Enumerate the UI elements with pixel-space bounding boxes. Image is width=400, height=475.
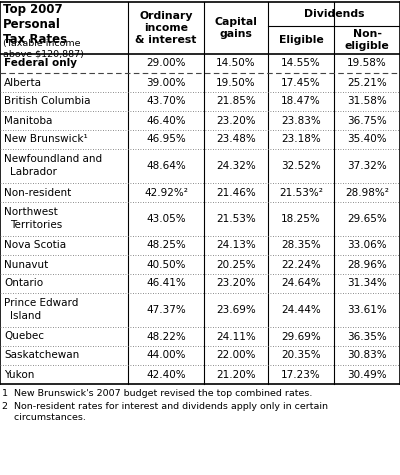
Text: 44.00%: 44.00% [146, 351, 186, 361]
Text: 23.48%: 23.48% [216, 134, 256, 144]
Text: 23.20%: 23.20% [216, 115, 256, 125]
Text: 23.83%: 23.83% [281, 115, 321, 125]
Text: 29.69%: 29.69% [281, 332, 321, 342]
Text: 32.52%: 32.52% [281, 161, 321, 171]
Text: Non-resident: Non-resident [4, 188, 71, 198]
Text: 48.25%: 48.25% [146, 240, 186, 250]
Text: 47.37%: 47.37% [146, 305, 186, 315]
Text: Labrador: Labrador [10, 167, 57, 177]
Text: Prince Edward: Prince Edward [4, 297, 78, 307]
Text: circumstances.: circumstances. [2, 413, 86, 422]
Text: 21.20%: 21.20% [216, 370, 256, 380]
Text: 20.25%: 20.25% [216, 259, 256, 269]
Text: (Taxable income
above $120,887): (Taxable income above $120,887) [3, 39, 84, 58]
Text: 23.18%: 23.18% [281, 134, 321, 144]
Text: 24.44%: 24.44% [281, 305, 321, 315]
Text: 21.46%: 21.46% [216, 188, 256, 198]
Text: 46.95%: 46.95% [146, 134, 186, 144]
Text: 30.49%: 30.49% [347, 370, 387, 380]
Text: 48.64%: 48.64% [146, 161, 186, 171]
Text: Newfoundland and: Newfoundland and [4, 153, 102, 163]
Text: 42.92%²: 42.92%² [144, 188, 188, 198]
Text: Alberta: Alberta [4, 77, 42, 87]
Text: 22.00%: 22.00% [216, 351, 256, 361]
Text: 17.45%: 17.45% [281, 77, 321, 87]
Text: 46.41%: 46.41% [146, 278, 186, 288]
Text: Federal only: Federal only [4, 58, 77, 68]
Text: 24.64%: 24.64% [281, 278, 321, 288]
Text: New Brunswick¹: New Brunswick¹ [4, 134, 88, 144]
Text: 18.47%: 18.47% [281, 96, 321, 106]
Text: Top 2007
Personal
Tax Rates: Top 2007 Personal Tax Rates [3, 3, 67, 46]
Text: Nova Scotia: Nova Scotia [4, 240, 66, 250]
Text: British Columbia: British Columbia [4, 96, 90, 106]
Text: 28.35%: 28.35% [281, 240, 321, 250]
Text: Ontario: Ontario [4, 278, 43, 288]
Text: 37.32%: 37.32% [347, 161, 387, 171]
Text: Nunavut: Nunavut [4, 259, 48, 269]
Text: 19.58%: 19.58% [347, 58, 387, 68]
Text: Island: Island [10, 311, 41, 321]
Text: Northwest: Northwest [4, 207, 58, 217]
Text: 40.50%: 40.50% [146, 259, 186, 269]
Text: 46.40%: 46.40% [146, 115, 186, 125]
Text: 36.35%: 36.35% [347, 332, 387, 342]
Text: Capital
gains: Capital gains [214, 17, 258, 39]
Text: 24.11%: 24.11% [216, 332, 256, 342]
Text: 24.13%: 24.13% [216, 240, 256, 250]
Text: 14.55%: 14.55% [281, 58, 321, 68]
Text: 29.00%: 29.00% [146, 58, 186, 68]
Text: 19.50%: 19.50% [216, 77, 256, 87]
Text: 21.53%: 21.53% [216, 214, 256, 224]
Text: Dividends: Dividends [304, 9, 364, 19]
Text: Territories: Territories [10, 220, 62, 230]
Text: Eligible: Eligible [279, 35, 323, 45]
Text: 14.50%: 14.50% [216, 58, 256, 68]
Text: 24.32%: 24.32% [216, 161, 256, 171]
Text: 2  Non-resident rates for interest and dividends apply only in certain: 2 Non-resident rates for interest and di… [2, 402, 328, 411]
Text: 43.05%: 43.05% [146, 214, 186, 224]
Text: 28.98%²: 28.98%² [345, 188, 389, 198]
Text: 23.20%: 23.20% [216, 278, 256, 288]
Text: 48.22%: 48.22% [146, 332, 186, 342]
Text: Ordinary
income
& interest: Ordinary income & interest [135, 11, 197, 45]
Text: 33.06%: 33.06% [347, 240, 387, 250]
Text: 29.65%: 29.65% [347, 214, 387, 224]
Text: 28.96%: 28.96% [347, 259, 387, 269]
Text: 42.40%: 42.40% [146, 370, 186, 380]
Text: 31.34%: 31.34% [347, 278, 387, 288]
Text: 20.35%: 20.35% [281, 351, 321, 361]
Text: Yukon: Yukon [4, 370, 34, 380]
Text: 23.69%: 23.69% [216, 305, 256, 315]
Text: 35.40%: 35.40% [347, 134, 387, 144]
Text: 22.24%: 22.24% [281, 259, 321, 269]
Text: 1  New Brunswick's 2007 budget revised the top combined rates.: 1 New Brunswick's 2007 budget revised th… [2, 389, 312, 398]
Text: 39.00%: 39.00% [146, 77, 186, 87]
Text: 21.53%²: 21.53%² [279, 188, 323, 198]
Text: 21.85%: 21.85% [216, 96, 256, 106]
Text: Non-
eligible: Non- eligible [345, 29, 389, 51]
Text: 33.61%: 33.61% [347, 305, 387, 315]
Text: 25.21%: 25.21% [347, 77, 387, 87]
Text: 30.83%: 30.83% [347, 351, 387, 361]
Text: 18.25%: 18.25% [281, 214, 321, 224]
Text: Saskatchewan: Saskatchewan [4, 351, 79, 361]
Text: 43.70%: 43.70% [146, 96, 186, 106]
Text: 36.75%: 36.75% [347, 115, 387, 125]
Text: 17.23%: 17.23% [281, 370, 321, 380]
Text: 31.58%: 31.58% [347, 96, 387, 106]
Text: Manitoba: Manitoba [4, 115, 52, 125]
Text: Quebec: Quebec [4, 332, 44, 342]
